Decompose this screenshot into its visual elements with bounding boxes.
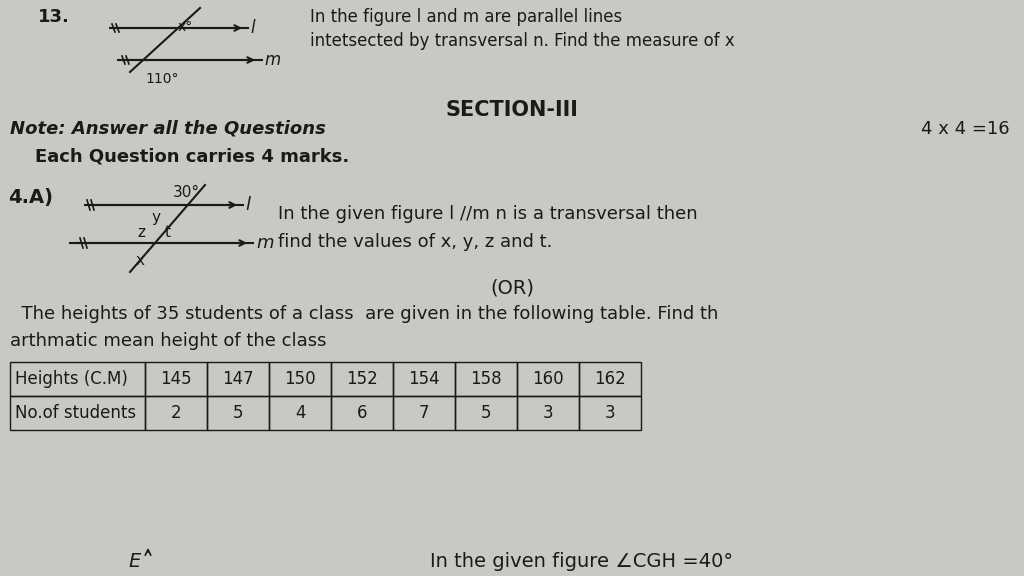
Text: 147: 147 [222,370,254,388]
Text: x: x [136,253,145,268]
Text: In the figure l and m are parallel lines: In the figure l and m are parallel lines [310,8,623,26]
Text: In the given figure ∠CGH =40°: In the given figure ∠CGH =40° [430,552,733,571]
Text: The heights of 35 students of a class  are given in the following table. Find th: The heights of 35 students of a class ar… [10,305,719,323]
Text: 145: 145 [160,370,191,388]
Text: l: l [245,196,250,214]
Text: 158: 158 [470,370,502,388]
Text: Note: Answer all the Questions: Note: Answer all the Questions [10,120,326,138]
Text: 4.A): 4.A) [8,188,53,207]
Bar [393,396,455,430]
Text: 110°: 110° [145,72,178,86]
Text: z: z [137,225,145,240]
Text: 5: 5 [480,404,492,422]
Bar [455,362,517,396]
Text: 4: 4 [295,404,305,422]
Text: No.of students: No.of students [15,404,136,422]
Text: 4 x 4 =16: 4 x 4 =16 [922,120,1010,138]
Bar [145,396,207,430]
Bar [579,362,641,396]
Text: intetsected by transversal n. Find the measure of x: intetsected by transversal n. Find the m… [310,32,735,50]
Bar [393,362,455,396]
Bar [269,396,331,430]
Text: 152: 152 [346,370,378,388]
Text: In the given figure l //m n is a transversal then: In the given figure l //m n is a transve… [278,205,697,223]
Text: l: l [250,19,255,37]
Text: 162: 162 [594,370,626,388]
Text: 2: 2 [171,404,181,422]
Text: m: m [264,51,281,69]
Text: t: t [165,225,171,240]
Text: y: y [151,210,160,225]
Text: 5: 5 [232,404,244,422]
Text: 3: 3 [543,404,553,422]
Text: Each Question carries 4 marks.: Each Question carries 4 marks. [10,148,349,166]
Text: 150: 150 [285,370,315,388]
Text: 154: 154 [409,370,440,388]
Bar [331,396,393,430]
Text: 13.: 13. [38,8,70,26]
Text: 160: 160 [532,370,564,388]
Text: 30°: 30° [173,185,200,200]
Bar [207,396,269,430]
Bar [145,362,207,396]
Text: 3: 3 [605,404,615,422]
Text: (OR): (OR) [490,278,534,297]
Text: m: m [256,234,273,252]
Bar [517,362,579,396]
Bar [517,396,579,430]
Text: E: E [128,552,140,571]
Bar [269,362,331,396]
Bar [10,362,145,396]
Text: 6: 6 [356,404,368,422]
Bar [579,396,641,430]
Bar [455,396,517,430]
Text: x°: x° [178,20,194,34]
Text: arthmatic mean height of the class: arthmatic mean height of the class [10,332,327,350]
Text: Heights (C.M): Heights (C.M) [15,370,128,388]
Bar [10,396,145,430]
Bar [207,362,269,396]
Text: SECTION-III: SECTION-III [445,100,579,120]
Text: find the values of x, y, z and t.: find the values of x, y, z and t. [278,233,552,251]
Text: 7: 7 [419,404,429,422]
Bar [331,362,393,396]
